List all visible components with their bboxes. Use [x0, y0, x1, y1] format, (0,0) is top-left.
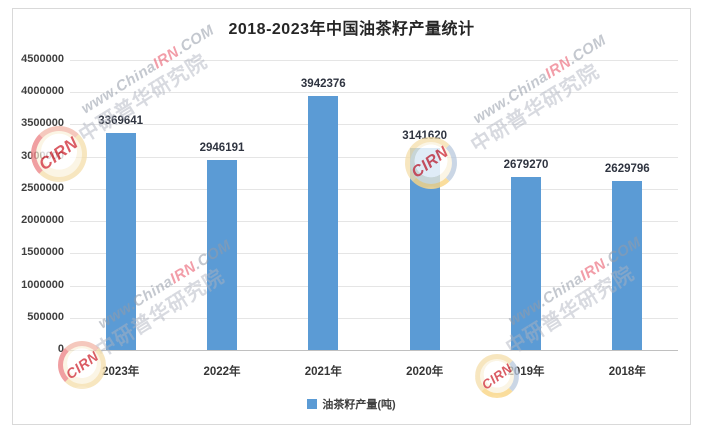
bar-value-label: 2679270 — [503, 159, 549, 172]
bar-2020年 — [409, 147, 440, 350]
bar-2018年 — [612, 180, 643, 350]
y-tick-label: 500000 — [27, 310, 64, 323]
legend-swatch — [307, 399, 318, 409]
x-axis-line — [70, 350, 678, 351]
bar-2022年 — [207, 160, 237, 350]
y-tick-label: 4000000 — [21, 85, 64, 98]
y-tick-label: 0 — [57, 343, 64, 355]
bar-value-label: 3369641 — [98, 114, 144, 127]
bar-value-label: 2946191 — [199, 142, 245, 155]
y-tick-label: 3500000 — [21, 117, 64, 130]
plot-area: 3369641 2946191 3942376 3141620 2679270 26297… — [70, 60, 678, 351]
bar-value-label: 2629796 — [604, 162, 650, 175]
legend: 油茶籽产量(吨) — [0, 396, 703, 412]
y-tick-label: 1000000 — [21, 278, 64, 291]
chart-title: 2018-2023年中国油茶籽产量统计 — [228, 21, 475, 38]
chart-border — [12, 8, 691, 425]
y-tick-label: 3000000 — [21, 149, 64, 162]
gridline — [70, 60, 678, 61]
bar-2021年 — [308, 95, 339, 350]
y-tick-label: 2000000 — [21, 214, 64, 227]
legend-label: 油茶籽产量(吨) — [322, 399, 396, 411]
y-tick-label: 2500000 — [21, 181, 64, 194]
y-tick-label: 1500000 — [21, 246, 64, 259]
gridline — [70, 285, 678, 287]
x-tick-label: 2022年 — [203, 366, 241, 378]
bar-value-label: 3141620 — [402, 129, 448, 142]
bar-2019年 — [511, 177, 541, 350]
gridline — [70, 92, 678, 94]
gridline — [70, 188, 678, 190]
gridline — [70, 317, 678, 319]
bar-2023年 — [105, 132, 136, 350]
x-tick-label: 2018年 — [608, 366, 646, 378]
y-tick-label: 4500000 — [21, 53, 64, 65]
gridline — [70, 156, 678, 158]
x-tick-label: 2020年 — [406, 366, 444, 378]
gridline — [70, 253, 678, 255]
x-tick-label: 2021年 — [304, 366, 342, 378]
x-tick-label: 2023年 — [102, 366, 140, 378]
x-tick-label: 2019年 — [507, 366, 545, 378]
gridline — [70, 124, 678, 126]
bar-value-label: 3942376 — [300, 77, 346, 90]
gridline — [70, 221, 678, 223]
